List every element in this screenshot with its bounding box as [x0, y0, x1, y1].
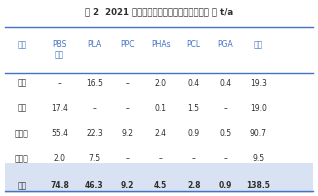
Text: –: –	[93, 104, 96, 113]
Text: PGA: PGA	[217, 40, 233, 49]
Text: 0.4: 0.4	[219, 79, 231, 88]
Text: 0.9: 0.9	[218, 181, 232, 190]
Text: –: –	[192, 154, 196, 163]
Text: PLA: PLA	[87, 40, 101, 49]
Text: –: –	[159, 154, 162, 163]
Text: 138.5: 138.5	[246, 181, 270, 190]
Text: 16.5: 16.5	[86, 79, 103, 88]
Text: 0.1: 0.1	[155, 104, 167, 113]
Text: 2.8: 2.8	[187, 181, 200, 190]
Text: –: –	[223, 104, 227, 113]
Text: 2.4: 2.4	[155, 129, 167, 138]
Text: 90.7: 90.7	[250, 129, 267, 138]
Text: PHAs: PHAs	[151, 40, 170, 49]
Text: 7.5: 7.5	[88, 154, 100, 163]
Text: 2.0: 2.0	[155, 79, 167, 88]
Text: 74.8: 74.8	[50, 181, 69, 190]
Text: 4.5: 4.5	[154, 181, 167, 190]
Text: 0.4: 0.4	[188, 79, 200, 88]
Text: 0.5: 0.5	[219, 129, 231, 138]
Text: 北美: 北美	[17, 79, 26, 88]
Text: 9.2: 9.2	[121, 129, 134, 138]
Text: –: –	[58, 79, 62, 88]
Text: –: –	[126, 104, 129, 113]
Text: 0.9: 0.9	[188, 129, 200, 138]
Text: 19.0: 19.0	[250, 104, 267, 113]
Text: 22.3: 22.3	[86, 129, 103, 138]
Text: PPC: PPC	[120, 40, 135, 49]
Text: 9.2: 9.2	[121, 181, 134, 190]
Text: 55.4: 55.4	[51, 129, 68, 138]
Text: 46.3: 46.3	[85, 181, 104, 190]
Text: 西欧: 西欧	[17, 104, 26, 113]
Text: 表 2  2021 年世界主要生物降解塑料供应能力 万 t/a: 表 2 2021 年世界主要生物降解塑料供应能力 万 t/a	[85, 7, 233, 16]
Text: 东北亚: 东北亚	[15, 129, 29, 138]
Text: 19.3: 19.3	[250, 79, 267, 88]
Text: 9.5: 9.5	[252, 154, 264, 163]
Text: –: –	[126, 79, 129, 88]
Text: PCL: PCL	[187, 40, 201, 49]
FancyBboxPatch shape	[4, 163, 314, 193]
Text: 合计: 合计	[17, 181, 26, 190]
Text: 1.5: 1.5	[188, 104, 200, 113]
Text: 合计: 合计	[254, 40, 263, 49]
Text: –: –	[126, 154, 129, 163]
Text: 2.0: 2.0	[54, 154, 66, 163]
Text: PBS
系列: PBS 系列	[52, 40, 67, 59]
Text: –: –	[223, 154, 227, 163]
Text: 东南亚: 东南亚	[15, 154, 29, 163]
Text: 17.4: 17.4	[51, 104, 68, 113]
Text: 地区: 地区	[17, 40, 26, 49]
